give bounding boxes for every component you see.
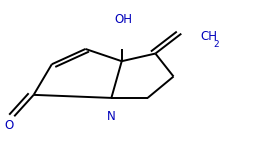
Text: CH: CH <box>201 30 218 43</box>
Text: OH: OH <box>114 13 132 26</box>
Text: N: N <box>107 110 116 123</box>
Text: O: O <box>4 119 14 132</box>
Text: 2: 2 <box>214 40 219 49</box>
